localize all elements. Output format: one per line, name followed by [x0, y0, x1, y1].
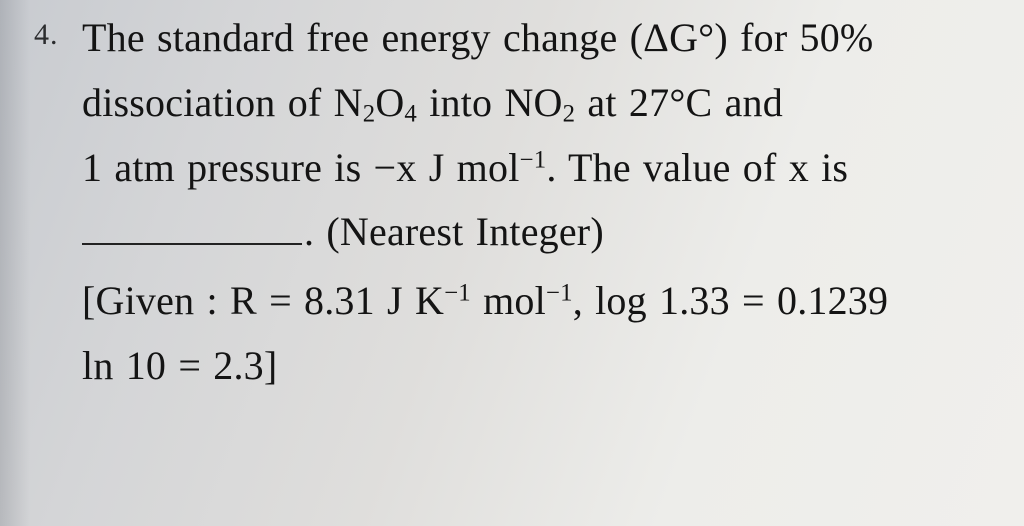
text-line-5-given: [Given : R = 8.31 J K−1 mol−1, log 1.33 …: [82, 269, 1012, 334]
text-fragment: C and: [686, 80, 783, 125]
minus-sign: −: [374, 145, 397, 190]
answer-blank: [82, 221, 302, 245]
text-fragment: 1 atm pressure is: [82, 145, 374, 190]
g-symbol: G: [669, 15, 698, 60]
superscript: −1: [444, 280, 471, 307]
nearest-integer-label: . (Nearest Integer): [304, 209, 604, 254]
text-fragment: at 27: [575, 80, 669, 125]
text-line-4: . (Nearest Integer): [82, 200, 1012, 265]
superscript: −1: [520, 146, 547, 173]
text-fragment: , log 1.33 = 0.1239: [573, 278, 888, 323]
subscript: 2: [563, 100, 576, 127]
question-block: 4. The standard free energy change (ΔG°)…: [34, 6, 1012, 520]
page-left-shadow: [0, 0, 30, 526]
text-line-2: dissociation of N2O4 into NO2 at 27°C an…: [82, 71, 1012, 136]
text-line-3: 1 atm pressure is −x J mol−1. The value …: [82, 136, 1012, 201]
subscript: 2: [363, 100, 376, 127]
superscript: −1: [546, 280, 573, 307]
ln-value: ln 10 = 2.3]: [82, 343, 277, 388]
question-number: 4.: [34, 18, 59, 52]
degree-symbol: °: [669, 80, 685, 125]
text-fragment: into NO: [417, 80, 563, 125]
text-fragment: The standard free energy change (: [82, 15, 643, 60]
text-fragment: dissociation of N: [82, 80, 363, 125]
given-open: [Given : R = 8.31 J K: [82, 278, 444, 323]
delta-symbol: Δ: [643, 15, 669, 60]
text-fragment: ) for 50%: [714, 15, 873, 60]
question-text: The standard free energy change (ΔG°) fo…: [82, 6, 1012, 399]
degree-symbol: °: [698, 15, 714, 60]
text-fragment: mol: [471, 278, 546, 323]
subscript: 4: [404, 100, 417, 127]
text-fragment: x J mol: [396, 145, 519, 190]
text-line-1: The standard free energy change (ΔG°) fo…: [82, 6, 1012, 71]
text-fragment: . The value of x is: [546, 145, 848, 190]
text-fragment: O: [375, 80, 404, 125]
text-line-6-given: ln 10 = 2.3]: [82, 334, 1012, 399]
